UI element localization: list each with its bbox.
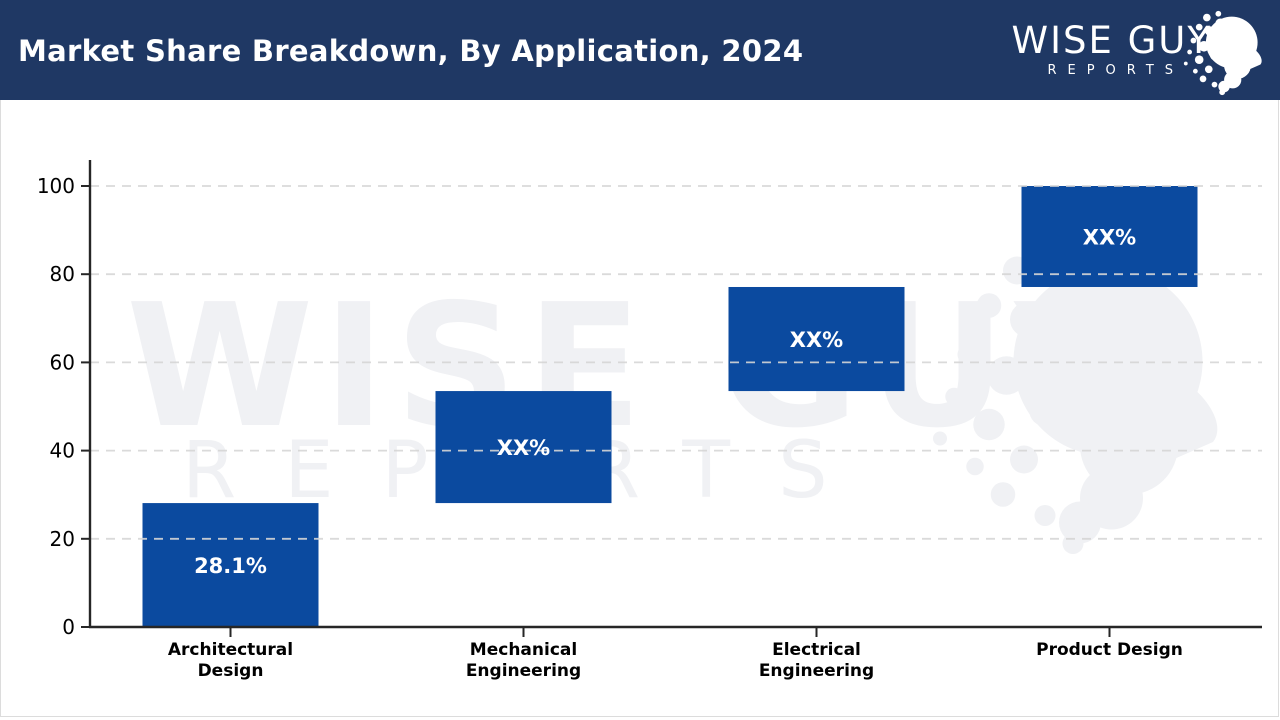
bar-value-label: XX%: [497, 436, 550, 460]
bar: [728, 286, 905, 392]
header: Market Share Breakdown, By Application, …: [0, 0, 1280, 100]
x-tick-label: Mechanical Engineering: [466, 640, 581, 681]
x-tick-label: Product Design: [1036, 640, 1183, 660]
watermark-text-primary: WISE GUY: [126, 268, 1148, 466]
y-tick-label: 80: [50, 262, 75, 286]
y-tick-label: 60: [50, 350, 75, 374]
bar-value-label: XX%: [1083, 225, 1136, 249]
y-tick-label: 20: [50, 527, 75, 551]
bar-value-label: 28.1%: [194, 554, 267, 578]
x-tick-label: Electrical Engineering: [759, 640, 874, 681]
wiseguy-face-icon: [1183, 10, 1262, 96]
logo-wordmark-secondary: REPORTS: [1047, 63, 1185, 78]
x-tick-label: Architectural Design: [168, 640, 293, 681]
wiseguy-logo: WISE GUY REPORTS: [1010, 6, 1270, 96]
bar-value-label: XX%: [790, 328, 843, 352]
bar: [1021, 186, 1198, 287]
y-tick-label: 0: [62, 615, 75, 639]
chart-title: Market Share Breakdown, By Application, …: [18, 34, 804, 68]
bar: [435, 391, 612, 504]
logo-wordmark-primary: WISE GUY: [1011, 19, 1212, 62]
y-tick-label: 40: [50, 439, 75, 463]
logo-wordmark: WISE GUY REPORTS: [1012, 22, 1212, 78]
y-tick-label: 100: [37, 174, 75, 198]
bar: [142, 503, 319, 627]
